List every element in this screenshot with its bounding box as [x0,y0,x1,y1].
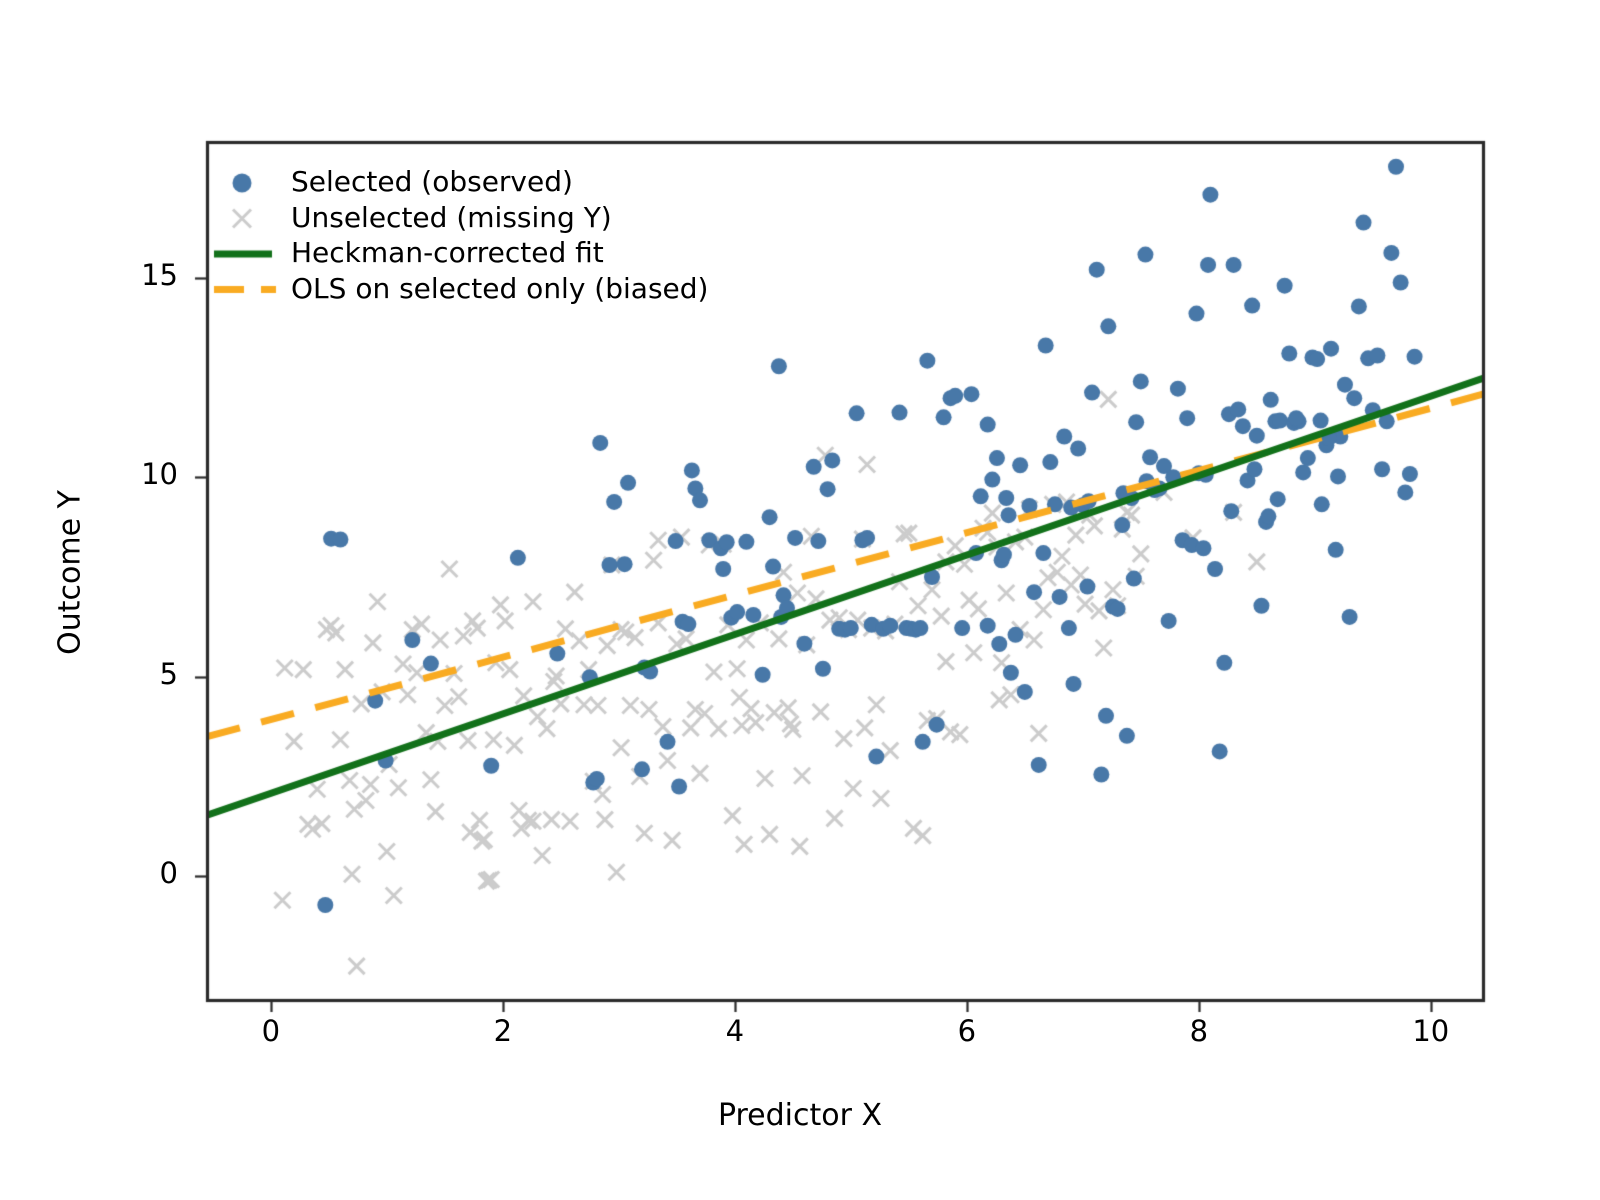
y-tick-label-0: 0 [159,856,178,891]
y-axis-label-wrapper: Outcome Y [0,0,120,1000]
legend-label-1: Unselected (missing Y) [291,200,612,234]
x-tick-label-4: 8 [1189,1014,1209,1048]
x-tick-label-1: 2 [493,1014,513,1048]
x-tick-label-3: 6 [957,1014,977,1048]
x-tick-label-2: 4 [725,1014,745,1048]
y-axis-label: Outcome Y [52,490,88,655]
x-tick-label-5: 10 [1412,1014,1450,1048]
x-tick-label-0: 0 [261,1014,281,1048]
y-tick-label-1: 5 [159,656,178,691]
legend-label-0: Selected (observed) [291,165,573,198]
x-axis-label: Predictor X [717,1098,883,1133]
legend-label-2: Heckman-corrected fit [291,236,604,269]
y-tick-label-3: 15 [141,257,178,292]
y-tick-label-2: 10 [141,457,178,492]
legend-label-3: OLS on selected only (biased) [291,271,709,305]
